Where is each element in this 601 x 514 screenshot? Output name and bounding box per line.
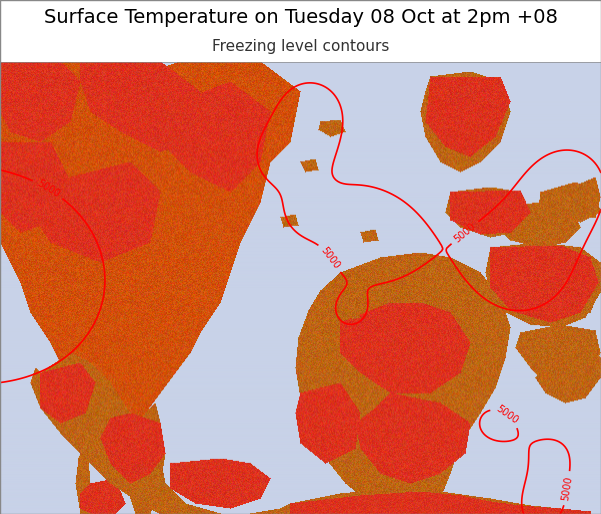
Text: 5000: 5000 (452, 221, 478, 244)
Text: 5000: 5000 (35, 178, 61, 199)
Text: 5000: 5000 (493, 403, 519, 426)
Bar (0, 62, 601, 514)
Text: Surface Temperature on Tuesday 08 Oct at 2pm +08: Surface Temperature on Tuesday 08 Oct at… (43, 8, 558, 27)
Text: 5000: 5000 (561, 475, 574, 501)
Text: Freezing level contours: Freezing level contours (212, 39, 389, 54)
Text: 5000: 5000 (318, 246, 341, 271)
